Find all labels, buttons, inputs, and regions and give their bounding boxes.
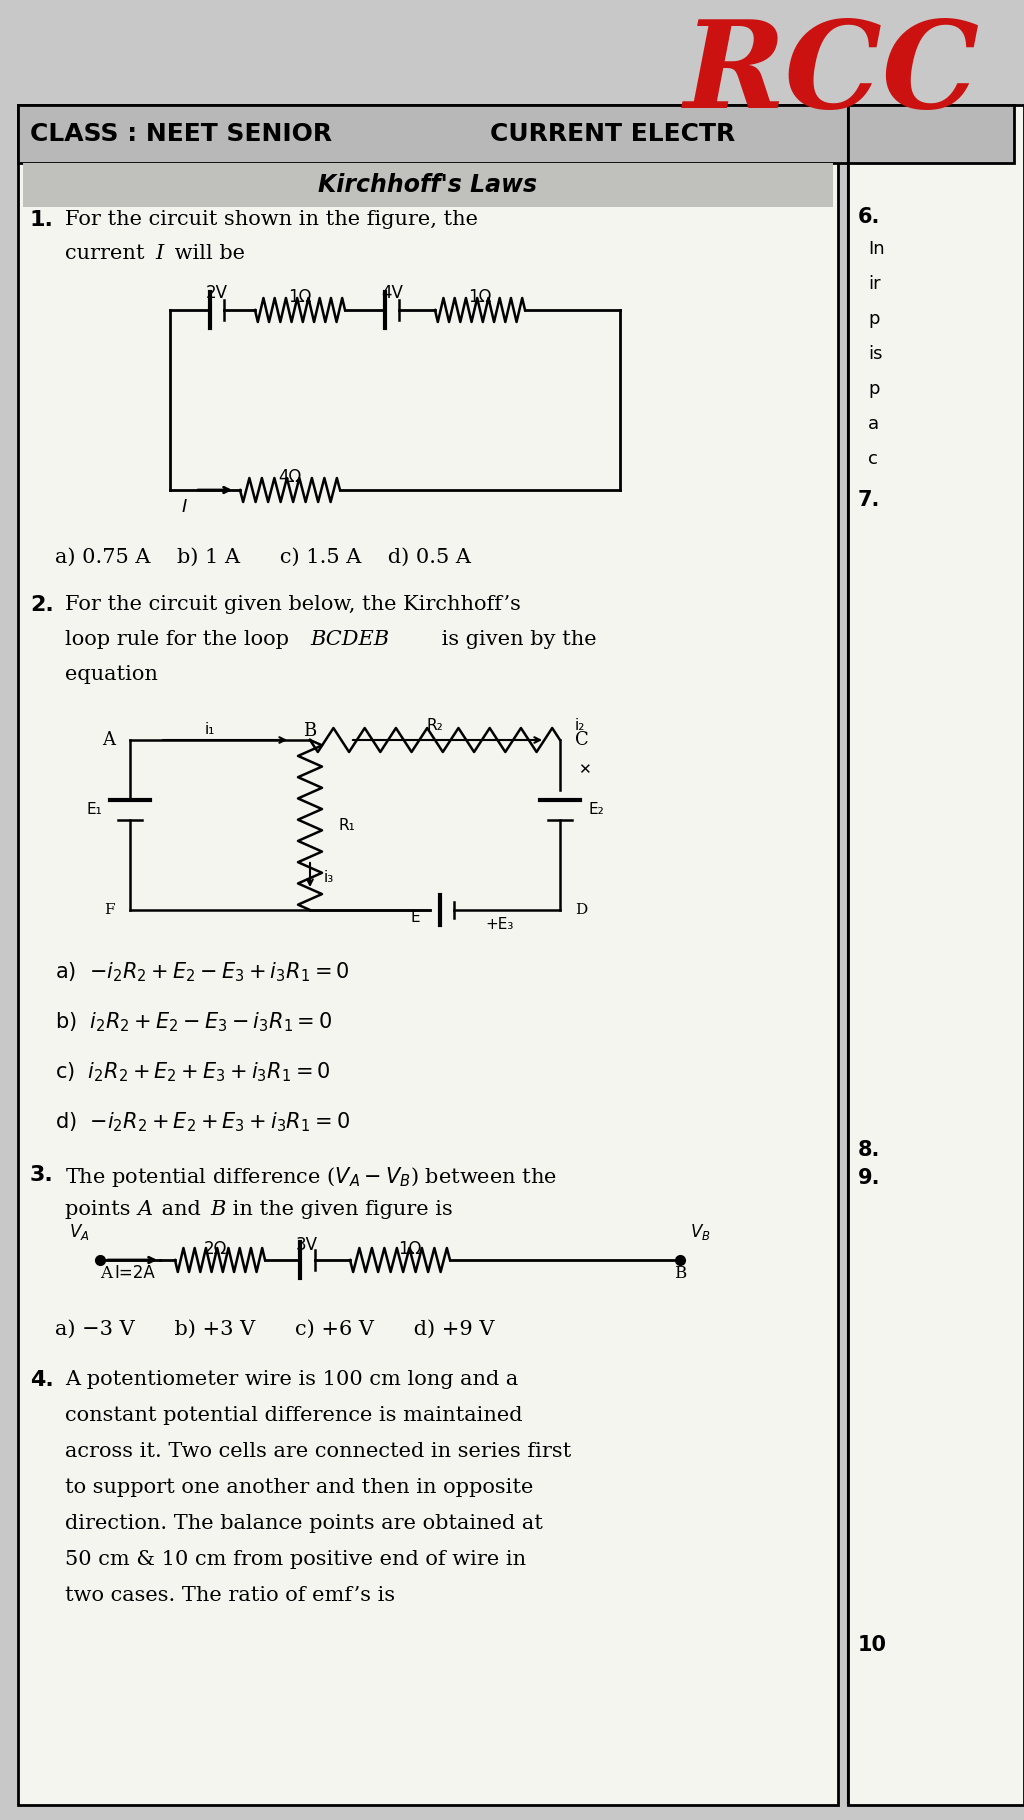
Text: current: current	[65, 244, 152, 264]
Text: b)  $i_2R_2 + E_2 - E_3 - i_3R_1 = 0$: b) $i_2R_2 + E_2 - E_3 - i_3R_1 = 0$	[55, 1010, 333, 1034]
Text: direction. The balance points are obtained at: direction. The balance points are obtain…	[65, 1514, 543, 1532]
Text: 50 cm & 10 cm from positive end of wire in: 50 cm & 10 cm from positive end of wire …	[65, 1551, 526, 1569]
Text: For the circuit shown in the figure, the: For the circuit shown in the figure, the	[65, 209, 478, 229]
Text: F: F	[104, 903, 115, 917]
Text: The potential difference ($V_A - V_B$) between the: The potential difference ($V_A - V_B$) b…	[65, 1165, 557, 1188]
Text: E₁: E₁	[86, 803, 102, 817]
Text: A: A	[100, 1265, 112, 1281]
Text: 3V: 3V	[296, 1236, 318, 1254]
Text: 1Ω: 1Ω	[398, 1239, 422, 1258]
Text: 4.: 4.	[30, 1370, 53, 1390]
Text: E: E	[411, 910, 420, 925]
Text: I: I	[182, 499, 187, 517]
Text: a: a	[868, 415, 880, 433]
Text: i₁: i₁	[205, 723, 215, 737]
Text: ✕: ✕	[578, 763, 591, 777]
Text: CURRENT ELECTR: CURRENT ELECTR	[490, 122, 735, 146]
Text: p: p	[868, 380, 880, 399]
Text: 3.: 3.	[30, 1165, 53, 1185]
Text: ir: ir	[868, 275, 881, 293]
Text: and: and	[155, 1199, 208, 1219]
Text: B: B	[210, 1199, 225, 1219]
Text: a) 0.75 A    b) 1 A      c) 1.5 A    d) 0.5 A: a) 0.75 A b) 1 A c) 1.5 A d) 0.5 A	[55, 548, 471, 568]
Text: is: is	[868, 346, 883, 362]
Text: across it. Two cells are connected in series first: across it. Two cells are connected in se…	[65, 1441, 571, 1461]
Text: B: B	[303, 723, 316, 741]
Text: in the given figure is: in the given figure is	[226, 1199, 453, 1219]
Text: c)  $i_2R_2 + E_2 + E_3 + i_3R_1 = 0$: c) $i_2R_2 + E_2 + E_3 + i_3R_1 = 0$	[55, 1059, 331, 1083]
Text: 1Ω: 1Ω	[468, 288, 492, 306]
Text: I=2A: I=2A	[115, 1265, 156, 1281]
Bar	[848, 106, 1024, 1805]
Text: For the circuit given below, the Kirchhoff’s: For the circuit given below, the Kirchho…	[65, 595, 521, 613]
Text: a) −3 V      b) +3 V      c) +6 V      d) +9 V: a) −3 V b) +3 V c) +6 V d) +9 V	[55, 1320, 495, 1340]
Text: to support one another and then in opposite: to support one another and then in oppos…	[65, 1478, 534, 1498]
Text: B: B	[674, 1265, 686, 1281]
Text: constant potential difference is maintained: constant potential difference is maintai…	[65, 1407, 522, 1425]
Text: A potentiometer wire is 100 cm long and a: A potentiometer wire is 100 cm long and …	[65, 1370, 518, 1389]
Text: +E₃: +E₃	[485, 917, 514, 932]
Bar	[23, 164, 833, 207]
Text: c: c	[868, 450, 878, 468]
Text: $V_A$: $V_A$	[70, 1221, 90, 1241]
Text: equation: equation	[65, 664, 158, 684]
Text: i₃: i₃	[324, 870, 334, 886]
Text: 6.: 6.	[858, 207, 881, 228]
Text: d)  $-i_2R_2 + E_2 + E_3 + i_3R_1 = 0$: d) $-i_2R_2 + E_2 + E_3 + i_3R_1 = 0$	[55, 1110, 350, 1134]
Text: 4V: 4V	[381, 284, 402, 302]
Bar	[18, 106, 838, 1805]
Text: 8.: 8.	[858, 1139, 881, 1159]
Text: will be: will be	[168, 244, 245, 264]
Text: BCDEB: BCDEB	[310, 630, 389, 650]
Text: R₁: R₁	[338, 817, 354, 832]
Text: RCC: RCC	[684, 15, 980, 133]
Text: 2Ω: 2Ω	[204, 1239, 226, 1258]
Text: p: p	[868, 309, 880, 328]
Text: In: In	[868, 240, 885, 258]
Text: A: A	[102, 732, 115, 750]
Text: 1.: 1.	[30, 209, 54, 229]
Text: 7.: 7.	[858, 490, 881, 510]
Text: 1Ω: 1Ω	[289, 288, 311, 306]
Text: is given by the: is given by the	[435, 630, 597, 650]
Text: 10: 10	[858, 1634, 887, 1654]
Text: Kirchhoff's Laws: Kirchhoff's Laws	[318, 173, 538, 197]
Text: I: I	[155, 244, 163, 264]
Text: 2V: 2V	[206, 284, 228, 302]
Text: a)  $-i_2R_2 + E_2 - E_3 + i_3R_1 = 0$: a) $-i_2R_2 + E_2 - E_3 + i_3R_1 = 0$	[55, 959, 349, 983]
Text: 4Ω: 4Ω	[279, 468, 302, 486]
Text: points: points	[65, 1199, 137, 1219]
Bar	[18, 106, 1014, 164]
Text: 2.: 2.	[30, 595, 53, 615]
Text: CLASS : NEET SENIOR: CLASS : NEET SENIOR	[30, 122, 332, 146]
Text: $V_B$: $V_B$	[690, 1221, 711, 1241]
Text: 9.: 9.	[858, 1168, 881, 1188]
Text: loop rule for the loop: loop rule for the loop	[65, 630, 296, 650]
Text: A: A	[138, 1199, 154, 1219]
Text: two cases. The ratio of emf’s is: two cases. The ratio of emf’s is	[65, 1585, 395, 1605]
Text: C: C	[575, 732, 589, 750]
Text: i₂: i₂	[575, 719, 586, 733]
Text: D: D	[575, 903, 587, 917]
Text: R₂: R₂	[427, 719, 443, 733]
Text: E₂: E₂	[588, 803, 604, 817]
